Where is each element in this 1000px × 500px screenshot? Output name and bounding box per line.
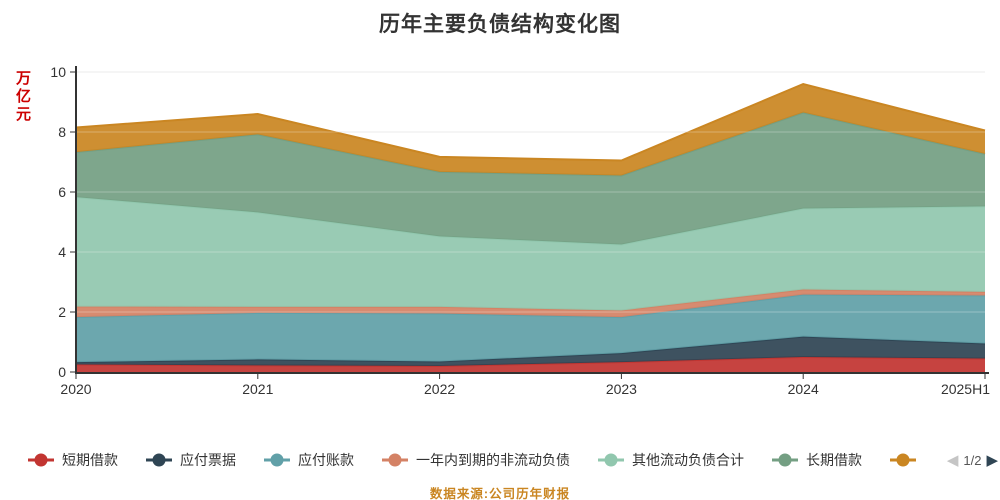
legend-item-应付债券[interactable]: 应付债券 xyxy=(890,450,923,470)
legend-line-marker-icon xyxy=(598,453,624,467)
x-tick-label: 2024 xyxy=(788,381,819,397)
y-tick-label: 8 xyxy=(58,124,66,140)
area-series-长期借款 xyxy=(76,112,985,245)
x-tick-label: 2020 xyxy=(60,381,91,397)
y-tick-label: 10 xyxy=(50,64,66,80)
legend-line-marker-icon xyxy=(382,453,408,467)
legend: 短期借款 应付票据 应付账款 一年内到期的非流动负债 其他流动负债合计 长期借款 应付债券 xyxy=(28,447,923,473)
legend-item-label: 短期借款 xyxy=(62,452,118,468)
area-series-应付债券 xyxy=(76,84,985,176)
legend-line-marker-icon xyxy=(264,453,290,467)
x-tick-label: 2023 xyxy=(606,381,637,397)
legend-item-label: 一年内到期的非流动负债 xyxy=(416,452,570,468)
legend-item-label: 长期借款 xyxy=(806,452,862,468)
legend-line-marker-icon xyxy=(28,453,54,467)
area-series-其他流动负债合计 xyxy=(76,197,985,311)
area-series-应付票据 xyxy=(76,336,985,366)
legend-page-indicator: 1/2 xyxy=(963,452,982,468)
legend-item-一年内到期的非流动负债[interactable]: 一年内到期的非流动负债 xyxy=(382,450,570,470)
data-source-note: 数据来源:公司历年财报 xyxy=(429,487,571,500)
y-tick-label: 4 xyxy=(58,244,66,260)
chart-title: 历年主要负债结构变化图 xyxy=(379,13,621,36)
y-tick-label: 6 xyxy=(58,184,66,200)
x-tick-label: 2025H1 xyxy=(941,381,990,397)
legend-line-marker-icon xyxy=(890,453,916,467)
line-series-应付债券 xyxy=(75,82,986,162)
y-tick-label: 0 xyxy=(58,364,66,380)
legend-item-应付账款[interactable]: 应付账款 xyxy=(264,450,354,470)
legend-item-短期借款[interactable]: 短期借款 xyxy=(28,450,118,470)
legend-item-长期借款[interactable]: 长期借款 xyxy=(772,450,862,470)
legend-line-marker-icon xyxy=(146,453,172,467)
area-series-应付账款 xyxy=(76,294,985,363)
legend-pager: ◀ 1/2 ▶ xyxy=(947,449,998,471)
x-tick-label: 2021 xyxy=(242,381,273,397)
y-axis-unit-label: 万亿元 xyxy=(14,70,31,124)
legend-item-其他流动负债合计[interactable]: 其他流动负债合计 xyxy=(598,450,744,470)
legend-next-icon[interactable]: ▶ xyxy=(986,452,998,469)
legend-line-marker-icon xyxy=(772,453,798,467)
legend-item-应付票据[interactable]: 应付票据 xyxy=(146,450,236,470)
legend-prev-icon[interactable]: ◀ xyxy=(946,452,959,469)
legend-item-label: 应付票据 xyxy=(180,452,236,468)
x-tick-label: 2022 xyxy=(424,381,455,397)
area-series-一年内到期的非流动负债 xyxy=(76,289,985,318)
y-tick-label: 2 xyxy=(58,304,66,320)
legend-item-label: 其他流动负债合计 xyxy=(632,452,744,468)
legend-item-label: 应付账款 xyxy=(298,452,354,468)
